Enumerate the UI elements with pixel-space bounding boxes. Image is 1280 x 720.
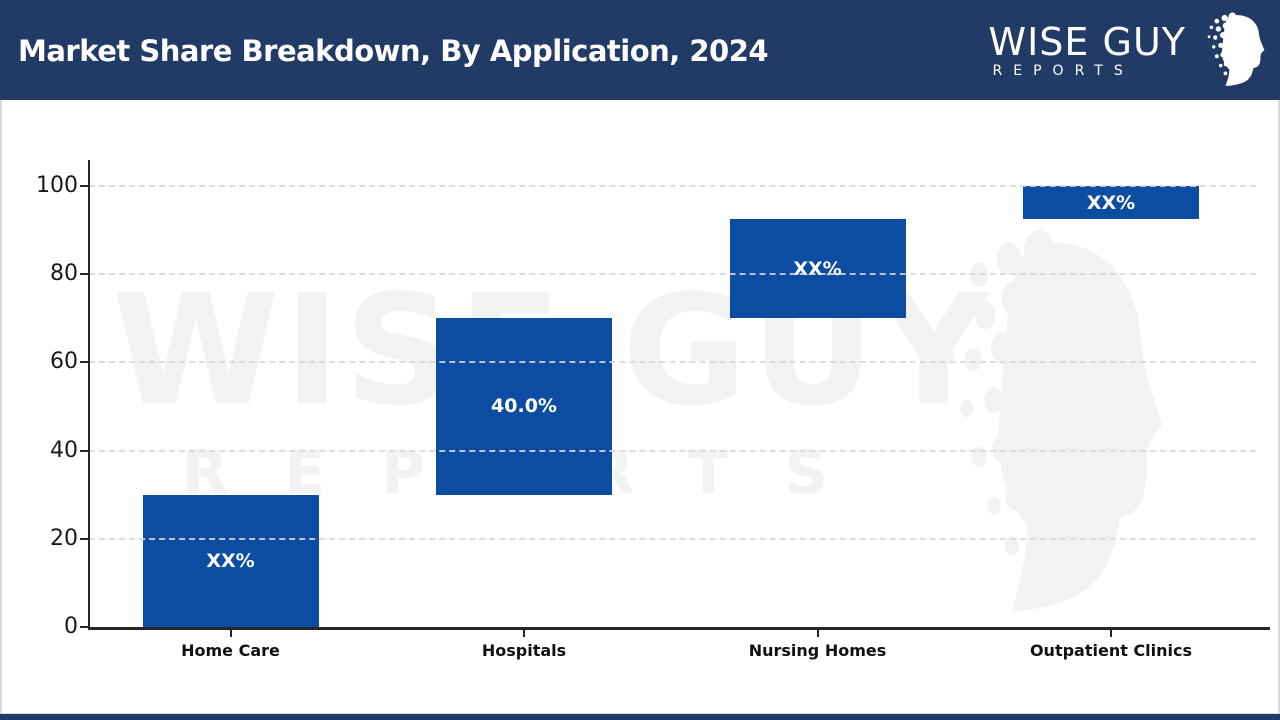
y-tick-80: [80, 273, 88, 276]
footer-bar: [0, 713, 1280, 720]
x-axis-line: [88, 627, 1270, 630]
x-tick-2: [816, 630, 819, 637]
bar-value-label: XX%: [1086, 191, 1136, 214]
gridline-20: [89, 537, 1256, 540]
bar-hospitals: 40.0%: [436, 318, 612, 495]
gridline-100: [89, 185, 1256, 187]
y-tick-100: [80, 185, 88, 187]
page-title: Market Share Breakdown, By Application, …: [18, 34, 769, 68]
logo-subtext: REPORTS: [992, 62, 1134, 79]
bar-nursing-homes: XX%: [729, 219, 906, 319]
bar-outpatient-clinics: XX%: [1023, 186, 1199, 220]
x-category-label: Nursing Homes: [748, 641, 887, 660]
y-tick-label-100: 100: [36, 173, 78, 198]
bar-home-care: XX%: [142, 494, 319, 627]
x-tick-0: [229, 630, 232, 637]
x-tick-3: [1110, 630, 1112, 637]
y-tick-label-0: 0: [64, 614, 78, 639]
y-tick-label-40: 40: [50, 437, 78, 463]
wise-guy-logo: WISE GUY REPORTS: [989, 6, 1266, 94]
gridline-40: [89, 449, 1256, 452]
bar-value-label: XX%: [793, 257, 842, 280]
x-category-label: Hospitals: [481, 641, 567, 660]
gridline-60: [89, 361, 1256, 364]
x-tick-1: [523, 630, 525, 637]
y-tick-label-80: 80: [50, 261, 78, 287]
bar-value-label: XX%: [206, 549, 255, 572]
y-axis-line: [88, 160, 90, 630]
y-tick-60: [80, 361, 88, 364]
x-category-label: Home Care: [181, 641, 280, 660]
logo-text: WISE GUY REPORTS: [989, 22, 1186, 79]
y-tick-label-60: 60: [50, 349, 78, 375]
y-tick-40: [80, 449, 88, 452]
header-bar: Market Share Breakdown, By Application, …: [0, 0, 1280, 100]
logo-wordmark: WISE GUY: [988, 19, 1186, 64]
y-tick-0: [80, 626, 88, 628]
wise-guy-head-icon: [1207, 12, 1265, 86]
x-category-label: Outpatient Clinics: [1029, 641, 1193, 660]
y-tick-label-20: 20: [50, 525, 78, 551]
gridline-80: [89, 273, 1256, 276]
y-tick-20: [80, 537, 88, 540]
bar-value-label: 40.0%: [491, 395, 557, 418]
